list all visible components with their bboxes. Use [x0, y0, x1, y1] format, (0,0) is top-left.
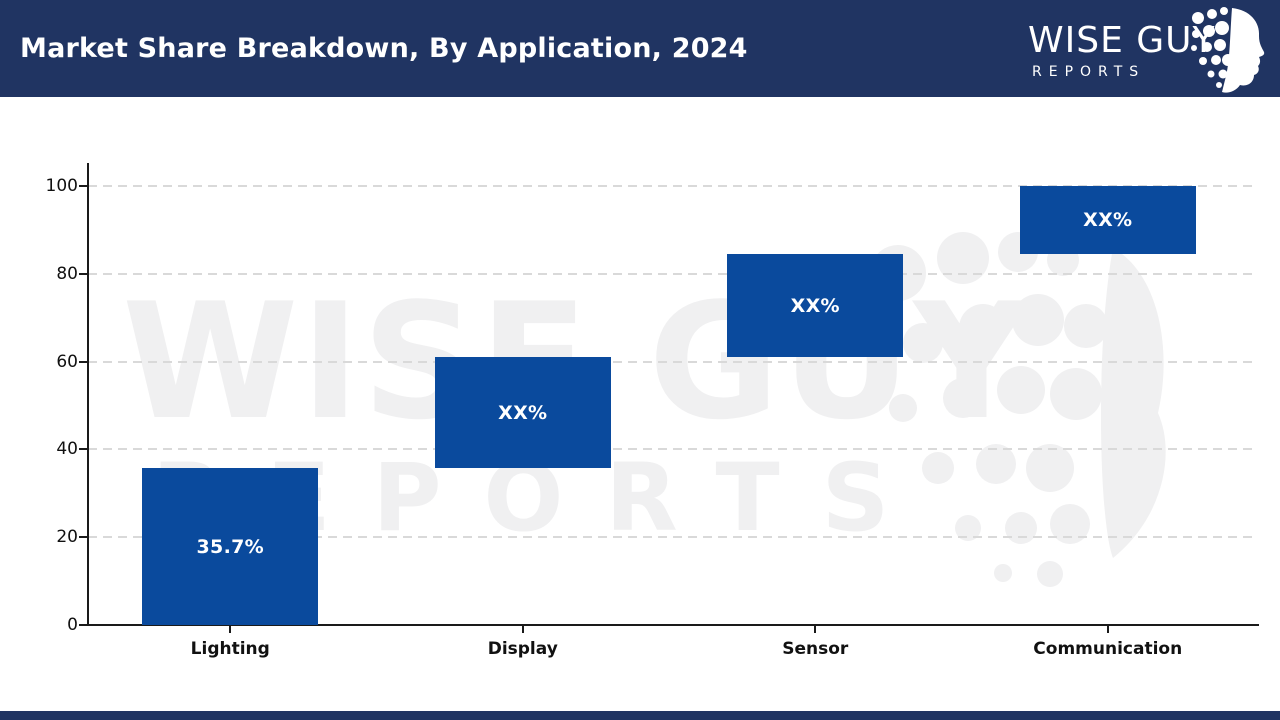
x-axis-line — [87, 624, 1259, 626]
wise-guy-reports-logo: WISE GUY REPORTS — [1026, 4, 1266, 94]
category-label-display: Display — [487, 639, 558, 659]
bar-sensor — [727, 254, 904, 358]
y-axis-tick-label: 60 — [56, 351, 78, 372]
x-axis-tick-mark — [1106, 625, 1109, 633]
bar-value-label: XX% — [498, 401, 548, 424]
x-axis-tick-mark — [814, 625, 817, 633]
page-title: Market Share Breakdown, By Application, … — [20, 33, 748, 64]
logo-head-dots-icon — [1191, 6, 1265, 93]
gridline-60 — [88, 360, 1258, 363]
logo-subtext: REPORTS — [1032, 64, 1145, 80]
logo-face-profile-icon — [1222, 7, 1265, 93]
y-axis-tick-label: 40 — [56, 439, 78, 460]
logo-wordmark: WISE GUY — [1028, 20, 1216, 61]
bar-value-label: XX% — [1083, 209, 1133, 232]
y-axis-line — [87, 163, 89, 626]
y-axis-tick-label: 80 — [56, 263, 78, 284]
bar-display — [434, 357, 611, 469]
bar-value-label: XX% — [790, 294, 840, 317]
y-axis-tick-mark — [79, 360, 87, 363]
y-axis-tick-mark — [79, 536, 87, 539]
x-axis-tick-mark — [521, 625, 524, 633]
logo-graphic: WISE GUY REPORTS — [1028, 6, 1265, 93]
category-label-communication: Communication — [1033, 639, 1183, 659]
bar-lighting — [142, 468, 319, 625]
x-axis-tick-mark — [229, 625, 232, 633]
y-axis-tick-mark — [79, 624, 87, 626]
gridline-100 — [88, 185, 1258, 187]
gridline-40 — [88, 448, 1258, 451]
y-axis-tick-mark — [79, 272, 87, 275]
y-axis-tick-mark — [79, 448, 87, 451]
y-axis-tick-label: 20 — [56, 527, 78, 548]
watermark-head-dots-icon — [870, 232, 1166, 587]
category-label-lighting: Lighting — [190, 639, 270, 659]
bar-value-label: 35.7% — [196, 535, 264, 558]
gridline-80 — [88, 272, 1258, 275]
category-label-sensor: Sensor — [782, 639, 849, 659]
y-axis-tick-label: 0 — [67, 615, 78, 635]
header-banner: Market Share Breakdown, By Application, … — [0, 0, 1280, 97]
y-axis-tick-mark — [79, 185, 87, 187]
bar-communication — [1019, 186, 1196, 255]
footer-bar — [0, 711, 1280, 720]
gridline-20 — [88, 536, 1258, 539]
y-axis-tick-label: 100 — [45, 176, 78, 196]
